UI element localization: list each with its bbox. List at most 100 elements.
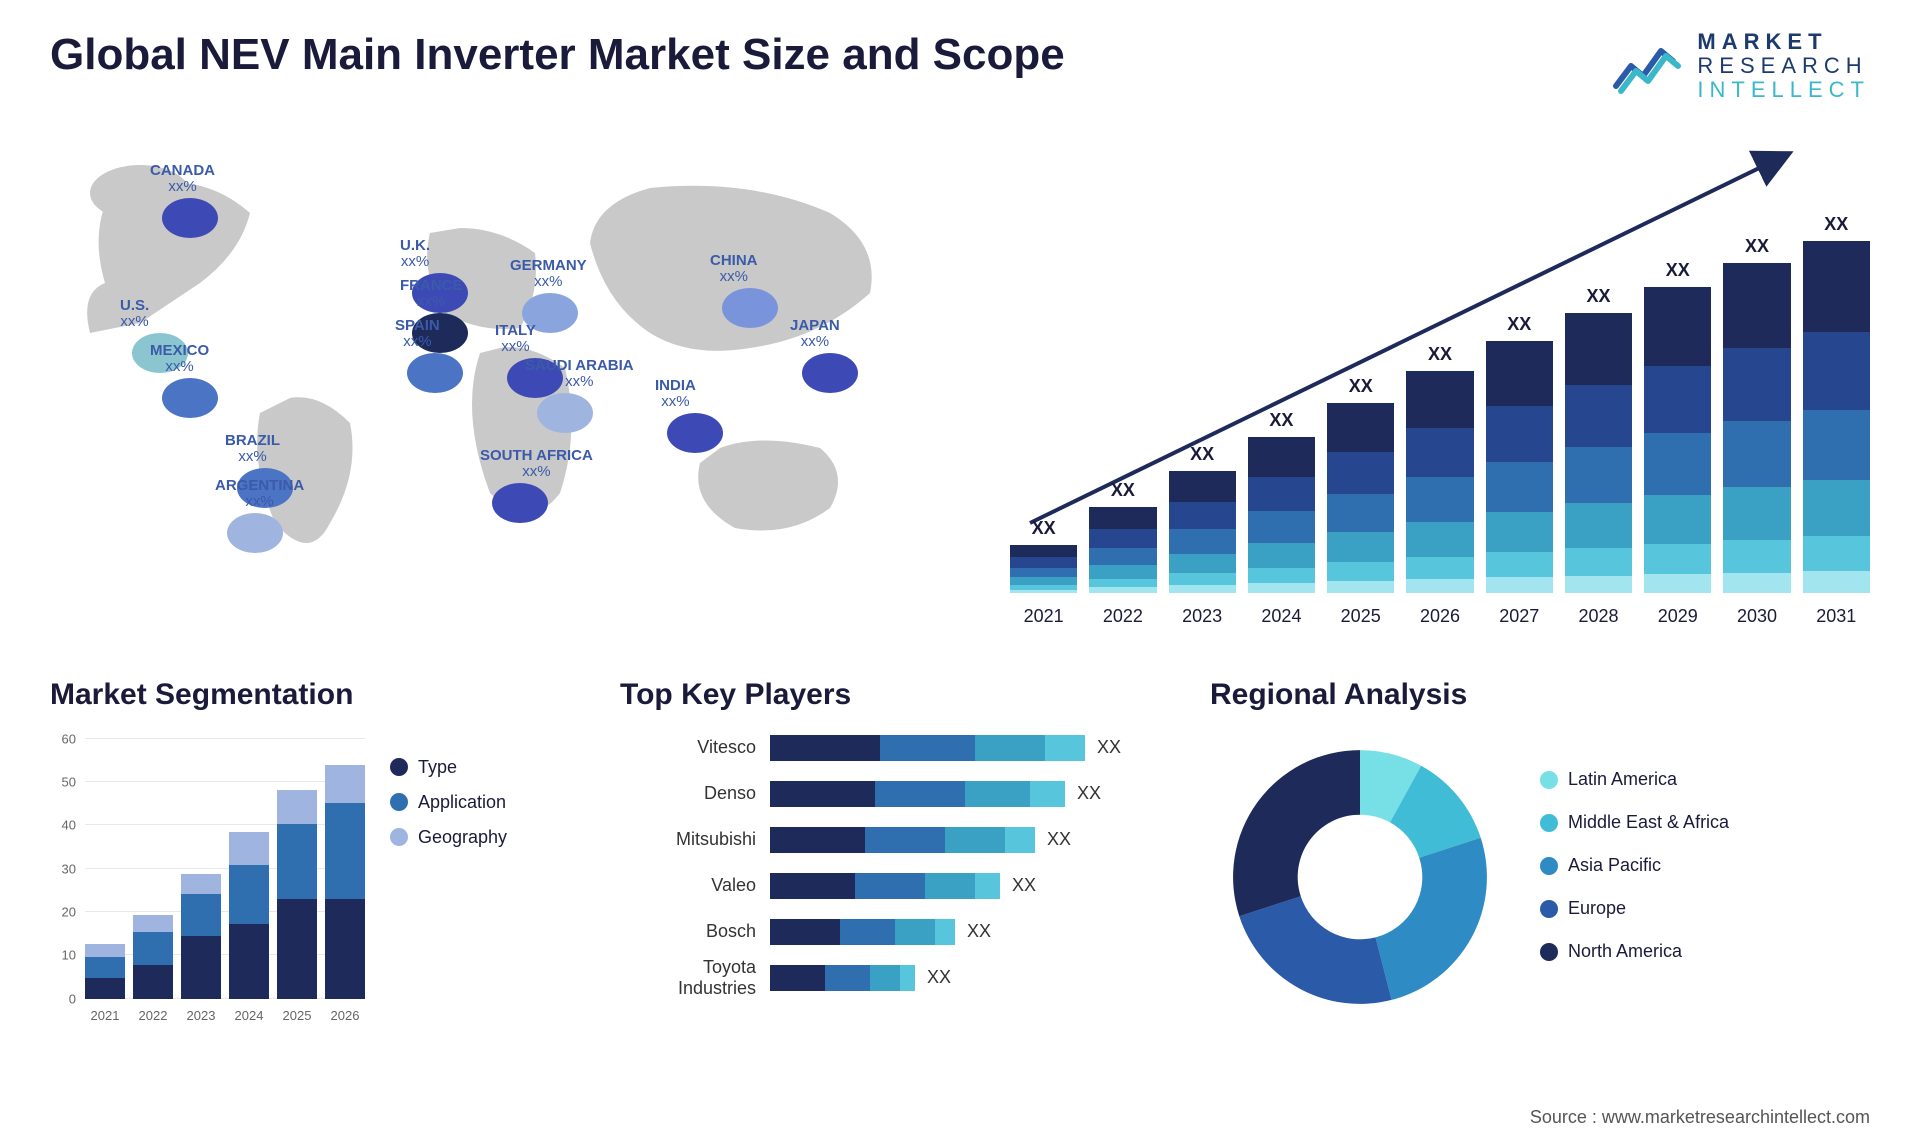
growth-x-label: 2021 bbox=[1010, 606, 1077, 627]
growth-bar-segment bbox=[1723, 263, 1790, 349]
player-bar-segment bbox=[900, 965, 915, 991]
legend-label: Europe bbox=[1568, 898, 1626, 919]
growth-bar-segment bbox=[1169, 573, 1236, 585]
seg-y-tick: 20 bbox=[62, 904, 76, 919]
player-bar-segment bbox=[1045, 735, 1085, 761]
growth-bar-segment bbox=[1327, 562, 1394, 581]
player-bar bbox=[770, 827, 1035, 853]
growth-bar-segment bbox=[1486, 577, 1553, 592]
legend-dot-icon bbox=[390, 828, 408, 846]
legend-item: Geography bbox=[390, 827, 507, 848]
growth-bar-segment bbox=[1486, 512, 1553, 552]
growth-bar: XX bbox=[1406, 344, 1473, 593]
growth-bar-segment bbox=[1327, 403, 1394, 452]
player-bar-segment bbox=[945, 827, 1005, 853]
growth-bar-segment bbox=[1089, 548, 1156, 565]
player-bar-segment bbox=[1005, 827, 1035, 853]
seg-y-tick: 50 bbox=[62, 774, 76, 789]
player-bar-segment bbox=[770, 919, 840, 945]
growth-x-label: 2029 bbox=[1644, 606, 1711, 627]
growth-bar-segment bbox=[1803, 410, 1870, 480]
map-country-marker bbox=[537, 393, 593, 433]
growth-bar-segment bbox=[1803, 241, 1870, 333]
legend-dot-icon bbox=[1540, 814, 1558, 832]
growth-bar-segment bbox=[1406, 557, 1473, 579]
brand-logo: MARKET RESEARCH INTELLECT bbox=[1613, 30, 1870, 103]
growth-bar-segment bbox=[1644, 287, 1711, 367]
player-row: DensoXX bbox=[620, 778, 1160, 810]
growth-bar-segment bbox=[1644, 544, 1711, 575]
growth-bar-segment bbox=[1803, 480, 1870, 536]
map-country-label: INDIAxx% bbox=[655, 378, 696, 411]
growth-bar-segment bbox=[1644, 433, 1711, 494]
player-bar-segment bbox=[925, 873, 975, 899]
legend-item: Type bbox=[390, 757, 507, 778]
player-bar-segment bbox=[865, 827, 945, 853]
growth-value-label: XX bbox=[1269, 410, 1293, 431]
growth-value-label: XX bbox=[1824, 214, 1848, 235]
growth-bar-segment bbox=[1406, 579, 1473, 592]
seg-bar-segment bbox=[325, 765, 365, 803]
growth-x-label: 2028 bbox=[1565, 606, 1632, 627]
growth-bar-segment bbox=[1089, 507, 1156, 529]
player-bar-segment bbox=[895, 919, 935, 945]
growth-bar-segment bbox=[1803, 332, 1870, 409]
regional-title: Regional Analysis bbox=[1210, 678, 1870, 712]
seg-bar bbox=[181, 874, 221, 999]
growth-bar-segment bbox=[1723, 487, 1790, 540]
logo-line1: MARKET bbox=[1697, 30, 1870, 54]
player-row: MitsubishiXX bbox=[620, 824, 1160, 856]
growth-value-label: XX bbox=[1111, 480, 1135, 501]
player-bar-segment bbox=[975, 735, 1045, 761]
player-name: Mitsubishi bbox=[620, 829, 770, 850]
growth-bar-segment bbox=[1723, 421, 1790, 487]
world-map-panel: CANADAxx%U.S.xx%MEXICOxx%BRAZILxx%ARGENT… bbox=[50, 133, 970, 633]
growth-bar-segment bbox=[1486, 406, 1553, 461]
map-country-label: SPAINxx% bbox=[395, 318, 440, 351]
logo-mark-icon bbox=[1613, 36, 1683, 96]
seg-bar-segment bbox=[181, 894, 221, 936]
growth-bar-segment bbox=[1010, 557, 1077, 568]
player-row: VitescoXX bbox=[620, 732, 1160, 764]
growth-bar-segment bbox=[1486, 552, 1553, 577]
seg-y-tick: 10 bbox=[62, 948, 76, 963]
growth-value-label: XX bbox=[1507, 314, 1531, 335]
map-country-label: MEXICOxx% bbox=[150, 343, 209, 376]
seg-bar-segment bbox=[181, 936, 221, 999]
player-row: ValeoXX bbox=[620, 870, 1160, 902]
growth-bar-segment bbox=[1089, 529, 1156, 548]
growth-x-label: 2026 bbox=[1406, 606, 1473, 627]
donut-slice bbox=[1239, 896, 1391, 1004]
growth-x-label: 2031 bbox=[1803, 606, 1870, 627]
legend-dot-icon bbox=[1540, 943, 1558, 961]
seg-bar-segment bbox=[181, 874, 221, 895]
legend-item: Middle East & Africa bbox=[1540, 812, 1729, 833]
legend-item: Europe bbox=[1540, 898, 1729, 919]
growth-value-label: XX bbox=[1349, 376, 1373, 397]
seg-x-label: 2021 bbox=[85, 1008, 125, 1023]
players-title: Top Key Players bbox=[620, 678, 1160, 712]
segmentation-chart: 0102030405060 202120222023202420252026 bbox=[50, 727, 370, 1027]
map-country-label: SAUDI ARABIAxx% bbox=[525, 358, 634, 391]
world-map-icon bbox=[50, 133, 970, 633]
legend-label: Geography bbox=[418, 827, 507, 848]
growth-bar-segment bbox=[1169, 585, 1236, 592]
donut-slice bbox=[1375, 837, 1486, 999]
seg-bar bbox=[229, 832, 269, 999]
growth-bar-segment bbox=[1803, 536, 1870, 571]
player-value-label: XX bbox=[1012, 875, 1036, 896]
player-bar-segment bbox=[770, 827, 865, 853]
map-country-marker bbox=[407, 353, 463, 393]
player-bar-segment bbox=[965, 781, 1030, 807]
player-bar-segment bbox=[770, 781, 875, 807]
growth-bar-segment bbox=[1406, 522, 1473, 558]
seg-bar-segment bbox=[277, 899, 317, 999]
growth-bar-segment bbox=[1248, 543, 1315, 568]
growth-bar-segment bbox=[1406, 477, 1473, 521]
player-row: Toyota IndustriesXX bbox=[620, 962, 1160, 994]
regional-donut-chart bbox=[1210, 727, 1510, 1027]
map-country-marker bbox=[722, 288, 778, 328]
player-bar bbox=[770, 781, 1065, 807]
growth-bar-segment bbox=[1644, 574, 1711, 592]
growth-bar-segment bbox=[1327, 581, 1394, 592]
